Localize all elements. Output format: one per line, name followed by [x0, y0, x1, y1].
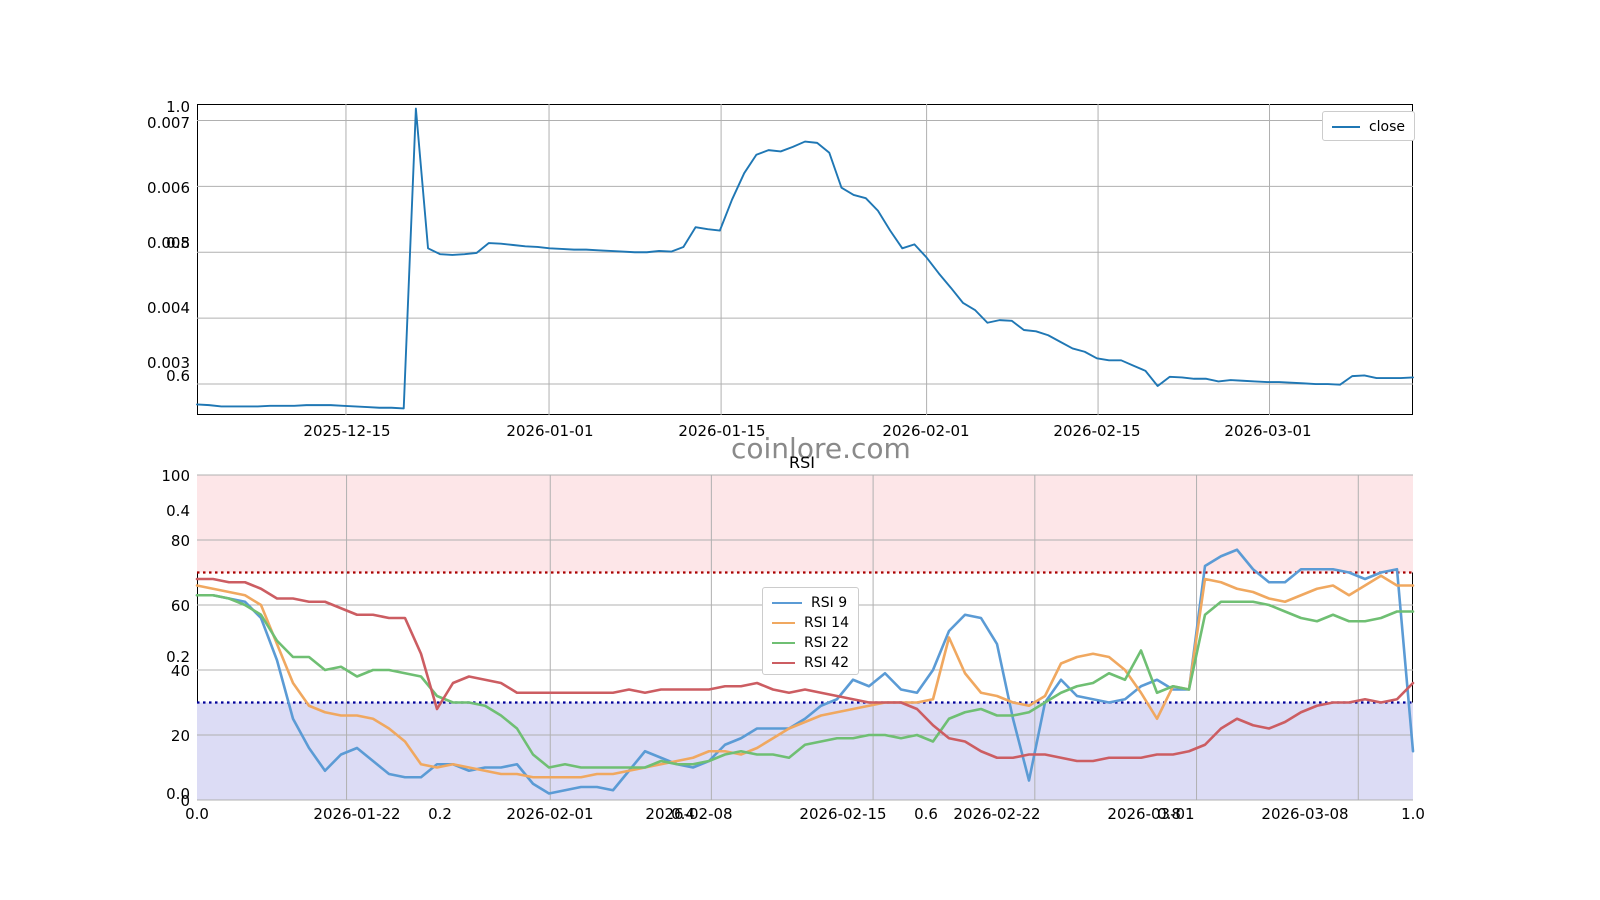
price-xtick-1: 2026-01-01 [506, 422, 594, 440]
legend-label-rsi-9: RSI 9 [811, 595, 848, 611]
rsi-xtick-unit-2: 0.4 [671, 805, 695, 823]
rsi-chart-svg [195, 474, 1415, 801]
rsi-xtick-unit-4: 0.8 [1157, 805, 1181, 823]
rsi-xtick-unit-1: 0.2 [428, 805, 452, 823]
legend-line-rsi-14 [772, 622, 795, 624]
rsi-xtick-date-5: 2026-03-01 [1107, 805, 1195, 823]
price-ytick-4: 0.003 [147, 354, 190, 372]
legend-line-rsi-9 [772, 602, 802, 604]
price-xtick-4: 2026-02-15 [1053, 422, 1141, 440]
price-xtick-0: 2025-12-15 [303, 422, 391, 440]
price-chart-svg [196, 104, 1414, 415]
price-ytick-3: 0.004 [147, 299, 190, 317]
legend-label-close: close [1368, 119, 1405, 135]
legend-item-rsi-14[interactable]: RSI 14 [772, 613, 849, 633]
rsi-xtick-date-6: 2026-03-08 [1261, 805, 1349, 823]
rsi-title: RSI [789, 453, 815, 472]
legend-label-rsi-22: RSI 22 [803, 635, 849, 651]
legend-label-rsi-14: RSI 14 [803, 615, 849, 631]
price-xtick-2: 2026-01-15 [678, 422, 766, 440]
price-panel: 0.007 0.006 0.005 0.004 0.003 1.0 0.8 0.… [147, 98, 1415, 440]
rsi-legend[interactable]: RSI 9 RSI 14 RSI 22 RSI 42 [762, 587, 859, 675]
rsi-unit-ytick-2: 0.0 [166, 785, 190, 803]
rsi-xtick-date-4: 2026-02-22 [953, 805, 1041, 823]
price-xtick-5: 2026-03-01 [1224, 422, 1312, 440]
rsi-xtick-unit-0: 0.0 [185, 805, 209, 823]
legend-item-close[interactable]: close [1332, 117, 1405, 137]
rsi-ytick-0: 100 [161, 467, 190, 485]
price-plot-area [197, 104, 1413, 415]
price-legend[interactable]: close [1322, 111, 1415, 141]
legend-label-rsi-42: RSI 42 [803, 655, 849, 671]
legend-line-rsi-42 [772, 662, 795, 664]
rsi-unit-ytick-1: 0.2 [166, 648, 190, 666]
price-unit-ytick-0: 1.0 [166, 98, 190, 116]
legend-line-rsi-22 [772, 642, 795, 644]
rsi-ytick-5: 0 [180, 792, 190, 810]
price-xtick-3: 2026-02-01 [882, 422, 970, 440]
price-ytick-0: 0.007 [147, 114, 190, 132]
price-unit-ytick-1: 0.8 [166, 234, 190, 252]
price-ytick-2: 0.005 [147, 234, 190, 252]
price-unit-ytick-2: 0.6 [166, 367, 190, 385]
legend-item-rsi-9[interactable]: RSI 9 [772, 593, 849, 613]
rsi-ytick-3: 40 [170, 662, 190, 680]
legend-item-rsi-42[interactable]: RSI 42 [772, 653, 849, 673]
watermark: coinlore.com [731, 432, 911, 465]
rsi-unit-ytick-0: 0.4 [166, 502, 190, 520]
rsi-xtick-date-0: 2026-01-22 [313, 805, 401, 823]
legend-item-rsi-22[interactable]: RSI 22 [772, 633, 849, 653]
legend-line-close [1332, 126, 1360, 128]
rsi-xtick-date-1: 2026-02-01 [506, 805, 594, 823]
rsi-ytick-2: 60 [170, 597, 190, 615]
rsi-xtick-unit-3: 0.6 [914, 805, 938, 823]
rsi-ytick-1: 80 [170, 532, 190, 550]
rsi-xtick-date-3: 2026-02-15 [799, 805, 887, 823]
rsi-ytick-4: 20 [170, 727, 190, 745]
price-ytick-1: 0.006 [147, 179, 190, 197]
rsi-xtick-date-2: 2026-02-08 [645, 805, 733, 823]
rsi-xtick-unit-5: 1.0 [1401, 805, 1425, 823]
rsi-panel: RSI 100 80 60 40 20 0 0.4 0.2 0.0 2026-0… [0, 453, 1600, 900]
